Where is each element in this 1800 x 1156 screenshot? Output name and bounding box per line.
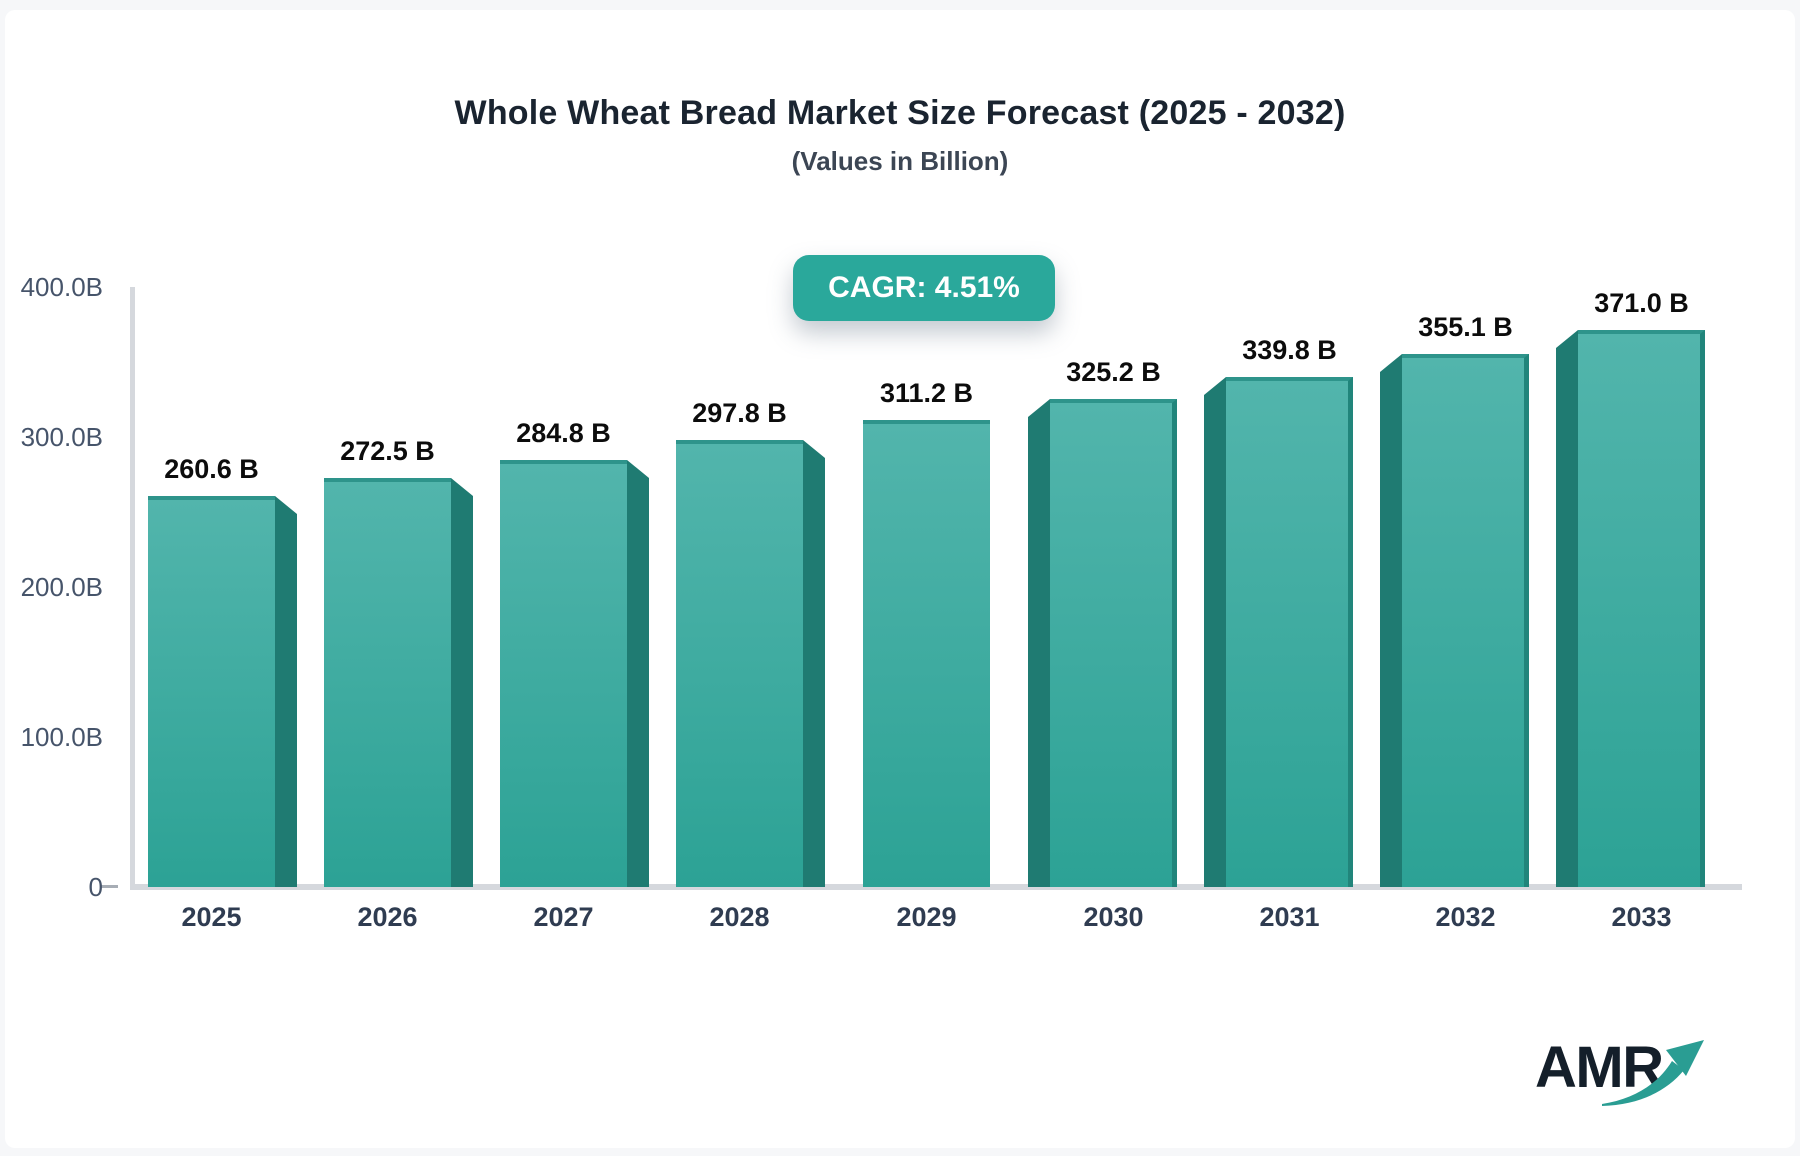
- bar-value-label: 339.8 B: [1242, 335, 1337, 365]
- bar-value-label: 297.8 B: [692, 398, 787, 428]
- bar-side-face: [451, 478, 473, 887]
- x-axis-category-label: 2033: [1611, 902, 1672, 932]
- bar: [1402, 354, 1529, 887]
- y-axis-tick-label: 100.0B: [20, 722, 103, 752]
- bar-side-face: [803, 440, 825, 887]
- bar-value-label: 272.5 B: [340, 436, 435, 466]
- bar-side-face: [1556, 330, 1578, 887]
- bar: [676, 440, 803, 887]
- y-axis-tick-label: 0: [88, 872, 103, 902]
- cagr-badge: CAGR: 4.51%: [793, 255, 1055, 321]
- y-axis-tick-label: 300.0B: [20, 422, 103, 452]
- bar-side-face: [1380, 354, 1402, 887]
- bar: [1050, 399, 1177, 887]
- bar: [1226, 377, 1353, 887]
- bar-side-face: [627, 460, 649, 887]
- bar: [500, 460, 627, 887]
- x-axis-category-label: 2028: [709, 902, 770, 932]
- bar: [148, 496, 275, 887]
- bar-value-label: 284.8 B: [516, 418, 611, 448]
- x-axis-category-label: 2030: [1083, 902, 1144, 932]
- zero-tick-mark: [100, 885, 118, 888]
- x-axis-category-label: 2029: [896, 902, 957, 932]
- x-axis-category-label: 2026: [357, 902, 418, 932]
- bar-side-face: [1204, 377, 1226, 887]
- x-axis-category-label: 2031: [1259, 902, 1320, 932]
- bar-value-label: 311.2 B: [879, 378, 974, 408]
- bar-side-face: [1028, 399, 1050, 887]
- y-axis-tick-label: 400.0B: [20, 272, 103, 302]
- x-axis-line: [130, 884, 1742, 890]
- bar: [1578, 330, 1705, 887]
- y-axis-line: [130, 287, 135, 887]
- x-axis-category-label: 2025: [181, 902, 242, 932]
- growth-arrow-icon: [1602, 1040, 1704, 1106]
- bar-value-label: 355.1 B: [1418, 312, 1513, 342]
- x-axis-category-label: 2027: [533, 902, 594, 932]
- bar-value-label: 325.2 B: [1066, 357, 1161, 387]
- bar: [863, 420, 990, 887]
- x-axis-category-label: 2032: [1435, 902, 1496, 932]
- y-axis-tick-label: 200.0B: [20, 572, 103, 602]
- bar-value-label: 371.0 B: [1594, 288, 1689, 318]
- page-title: Whole Wheat Bread Market Size Forecast (…: [454, 94, 1346, 132]
- amr-logo-text: AMR: [1535, 1035, 1664, 1100]
- chart-subtitle: (Values in Billion): [791, 146, 1009, 176]
- bar: [324, 478, 451, 887]
- bar-side-face: [275, 496, 297, 887]
- amr-logo: AMR: [1530, 1030, 1720, 1110]
- bar-value-label: 260.6 B: [164, 454, 259, 484]
